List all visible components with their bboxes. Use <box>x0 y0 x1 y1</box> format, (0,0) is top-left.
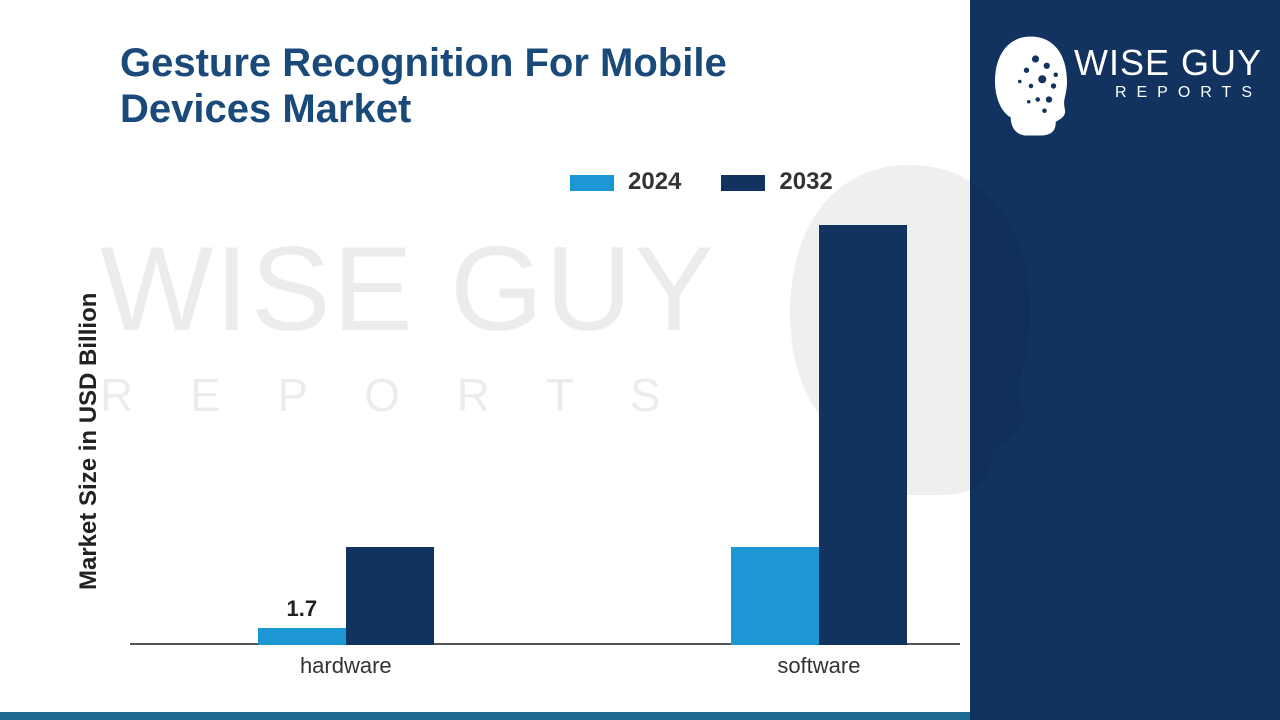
bar-chart: 1.7hardwaresoftware <box>130 205 960 645</box>
footer-strip <box>0 712 970 720</box>
legend-item: 2024 <box>570 168 681 196</box>
category-label: software <box>719 653 919 679</box>
y-axis-label: Market Size in USD Billion <box>75 293 103 590</box>
brand-logo: WISE GUY REPORTS <box>1074 42 1262 102</box>
legend-label: 2032 <box>779 168 832 195</box>
category-label: hardware <box>246 653 446 679</box>
legend-item: 2032 <box>721 168 832 196</box>
bar <box>819 225 907 645</box>
legend-swatch <box>721 175 765 191</box>
bar <box>258 628 346 645</box>
bar <box>346 547 434 645</box>
logo-head-icon <box>986 32 1076 140</box>
bar <box>731 547 819 645</box>
logo-line1: WISE GUY <box>1074 42 1262 84</box>
logo-line2: REPORTS <box>1074 84 1262 102</box>
legend-swatch <box>570 175 614 191</box>
legend: 2024 2032 <box>570 168 833 196</box>
legend-label: 2024 <box>628 168 681 195</box>
page-title: Gesture Recognition For Mobile Devices M… <box>120 40 880 132</box>
bar-value-label: 1.7 <box>258 596 346 622</box>
stage: WISE GUY R E P O R T S Gesture Recogniti… <box>0 0 1280 720</box>
